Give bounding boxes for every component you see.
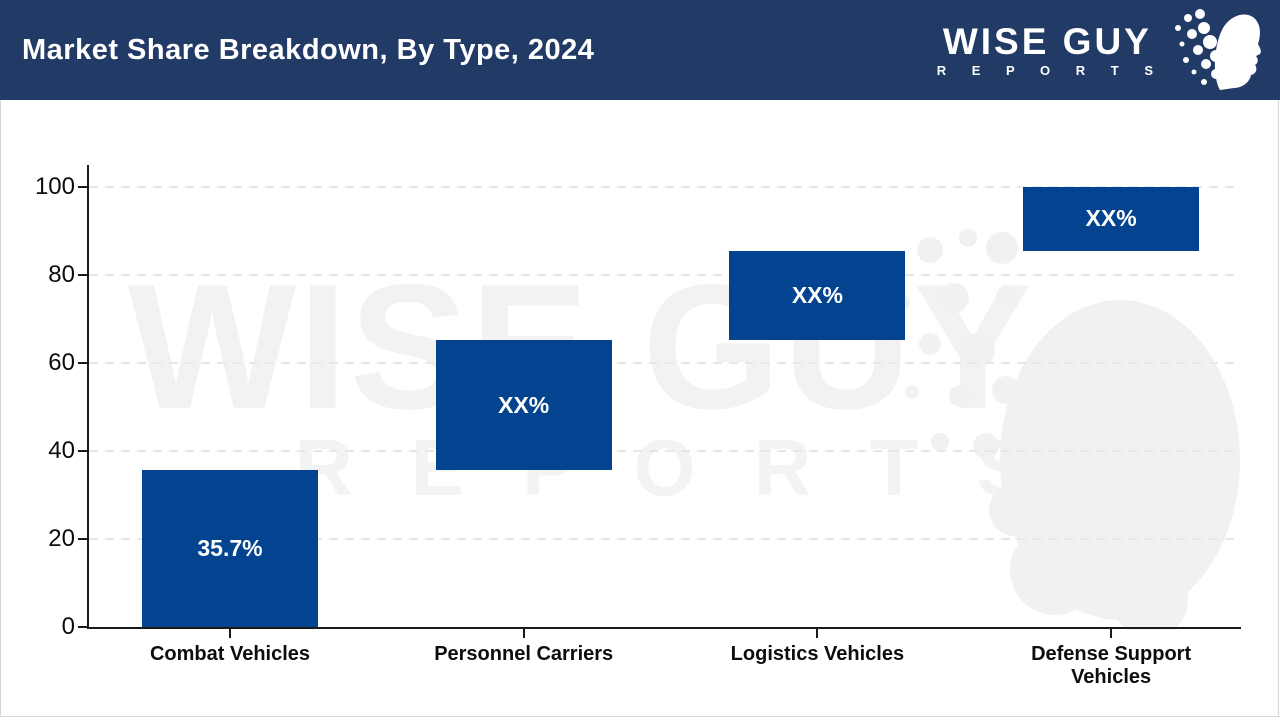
- watermark-head-icon: [863, 229, 1240, 630]
- x-category-label: Personnel Carriers: [434, 643, 614, 665]
- bar-value-label: XX%: [791, 281, 843, 308]
- page-title: Market Share Breakdown, By Type, 2024: [22, 33, 595, 66]
- frame-border-bottom: [0, 716, 1280, 717]
- x-category-label: Combat Vehicles: [149, 643, 311, 665]
- bar-value-label: XX%: [498, 391, 550, 418]
- y-tick-label-60: 60: [48, 349, 75, 376]
- gridline-100: [89, 186, 1241, 188]
- x-tick-0: [229, 629, 231, 638]
- y-tick-label-20: 20: [48, 525, 75, 552]
- x-category-label: Logistics Vehicles: [730, 643, 905, 665]
- brand-subtitle: R E P O R T S: [936, 62, 1164, 78]
- gridline-40: [89, 450, 1241, 452]
- y-tick-label-40: 40: [48, 437, 75, 464]
- frame-border-left: [0, 100, 1, 716]
- brand-logo-text: WISE GUY R E P O R T S: [931, 23, 1164, 78]
- y-tick-0: [78, 626, 87, 628]
- bar-value-label: 35.7%: [197, 534, 263, 561]
- gridline-60: [89, 362, 1241, 364]
- y-tick-60: [78, 362, 87, 364]
- y-tick-40: [78, 450, 87, 452]
- brand-logo: WISE GUY R E P O R T S: [931, 6, 1262, 94]
- header-bar: Market Share Breakdown, By Type, 2024 WI…: [0, 0, 1280, 100]
- y-tick-label-100: 100: [34, 173, 75, 200]
- bar-combat-vehicles: 35.7%: [142, 469, 318, 627]
- bar-logistics-vehicles: XX%: [729, 250, 906, 341]
- wiseguy-head-icon: [1175, 9, 1261, 91]
- x-tick-2: [816, 629, 819, 638]
- x-category-label: Defense Support Vehicles: [1031, 643, 1192, 688]
- x-tick-1: [522, 629, 525, 638]
- y-tick-label-0: 0: [61, 613, 75, 640]
- y-tick-label-80: 80: [48, 261, 75, 288]
- y-tick-80: [78, 274, 87, 276]
- gridline-20: [89, 538, 1241, 540]
- y-axis-line: [87, 165, 89, 629]
- y-tick-20: [78, 538, 87, 540]
- frame-border-right: [1278, 100, 1279, 716]
- bar-defense-support-vehicles: XX%: [1023, 187, 1200, 251]
- bar-value-label: XX%: [1085, 205, 1137, 232]
- watermark-reports-text: REPORTS: [295, 423, 1088, 512]
- chart-area: 0 20 40 60 80 100 35.7% Combat Vehicles XX% Perso…: [0, 100, 1280, 716]
- x-tick-3: [1110, 629, 1113, 638]
- brand-name: WISE GUY: [942, 20, 1152, 62]
- bar-personnel-carriers: XX%: [435, 340, 612, 470]
- y-tick-100: [78, 186, 87, 188]
- x-axis-line: [87, 627, 1241, 629]
- gridline-80: [89, 274, 1241, 276]
